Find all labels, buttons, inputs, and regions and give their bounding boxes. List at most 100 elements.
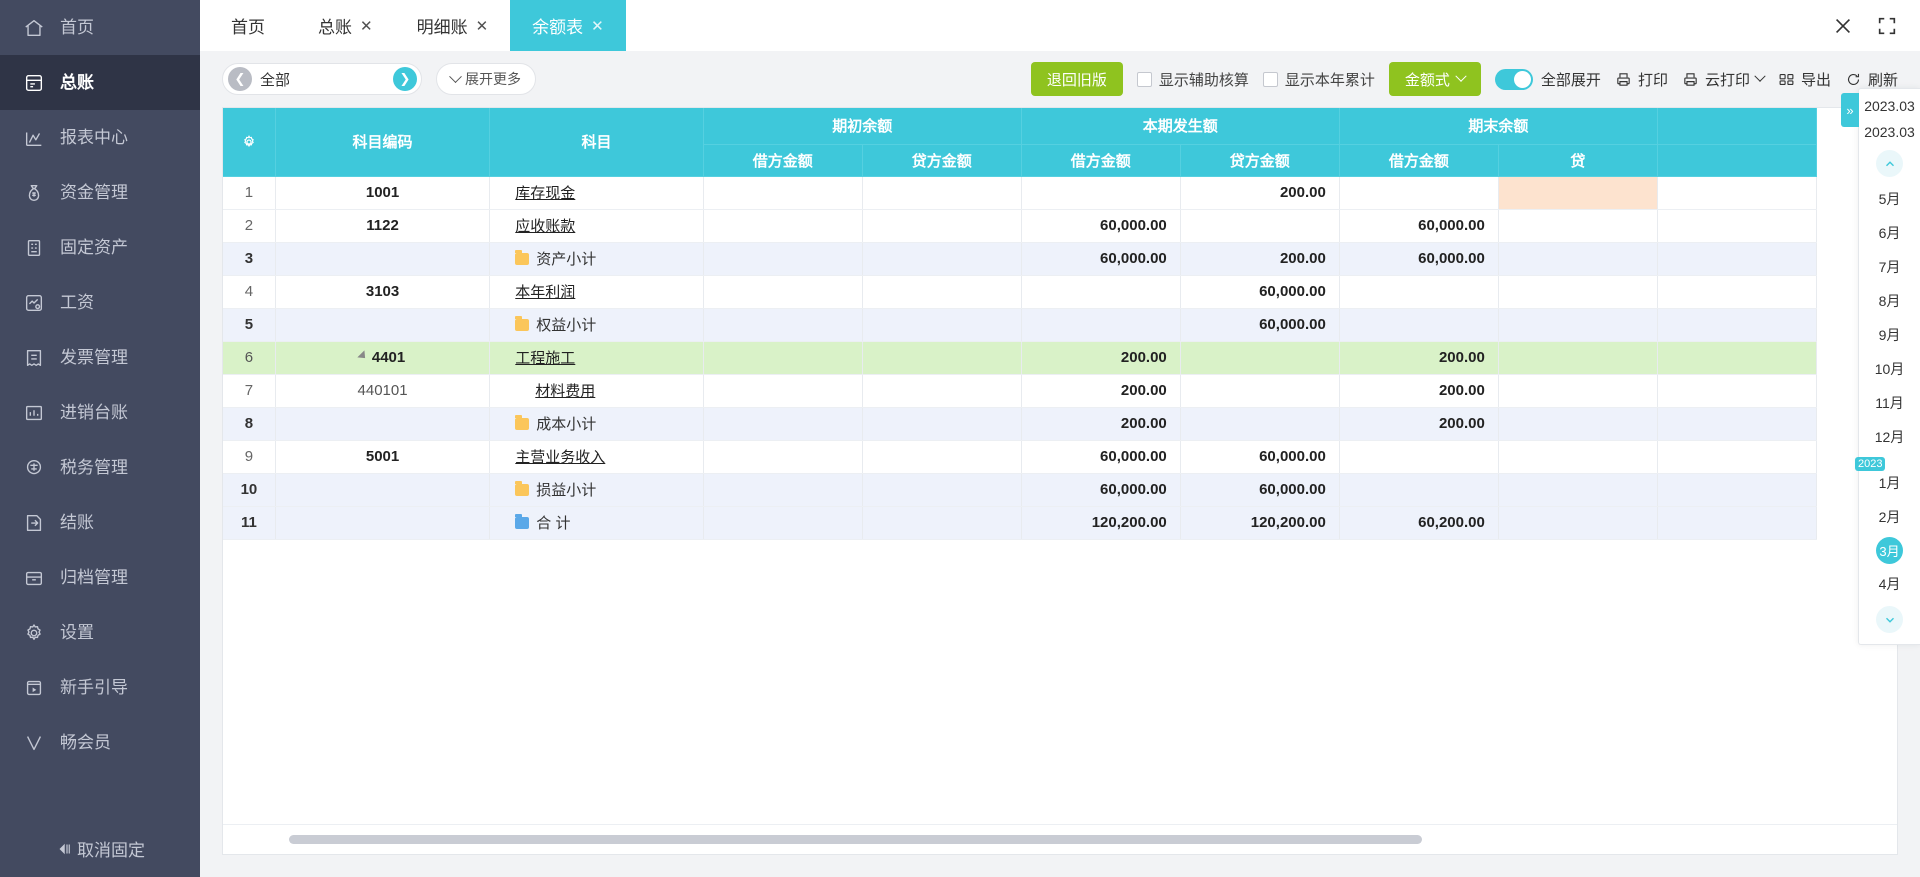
tab-2[interactable]: 明细账 ✕ [395,0,511,51]
month-item-5[interactable]: 10月 [1859,352,1920,386]
sidebar-item-6[interactable]: 发票管理 [0,330,200,385]
chevron-left-icon[interactable]: ❮ [228,67,252,91]
table-settings-icon[interactable] [223,108,276,177]
tab-close-icon[interactable]: ✕ [360,17,373,35]
sidebar-collapse-button[interactable]: 取消固定 [0,836,200,861]
col-header-code[interactable]: 科目编码 [275,108,491,177]
table-row[interactable]: 9 5001 主营业务收入 60,000.00 60,000.00 [223,440,1818,474]
row-subject-link[interactable]: 材料费用 [535,383,596,400]
month-item-0[interactable]: 5月 [1859,182,1920,216]
table-row[interactable]: 10 损益小计 60,000.00 60,000.00 [223,473,1818,507]
month-label: 12月 [1874,429,1905,445]
month-item-1[interactable]: 6月 [1859,216,1920,250]
sidebar-item-2[interactable]: 报表中心 [0,110,200,165]
col-header-overflow [1657,144,1818,177]
col-header-current-debit[interactable]: 借方金额 [1021,144,1181,177]
guide-video-icon [22,676,46,700]
tab-3[interactable]: 余额表 ✕ [510,0,626,51]
sidebar-item-12[interactable]: 新手引导 [0,660,200,715]
table-row[interactable]: 5 权益小计 60,000.00 [223,308,1818,342]
sidebar-item-10[interactable]: 归档管理 [0,550,200,605]
row-current-credit [1180,374,1340,408]
expand-more-button[interactable]: 展开更多 [436,63,536,95]
row-subject-link[interactable]: 工程施工 [515,350,576,367]
sidebar-item-4[interactable]: 固定资产 [0,220,200,275]
tab-close-icon[interactable]: ✕ [475,17,489,35]
sidebar-item-label: 新手引导 [60,678,128,697]
amount-mode-dropdown[interactable]: 金额式 [1388,62,1481,96]
col-header-ending-debit[interactable]: 借方金额 [1339,144,1499,177]
row-overflow [1657,341,1818,375]
table-row[interactable]: 6 4401 工程施工 200.00 200.00 [223,341,1818,375]
scroll-down-button[interactable] [1876,606,1903,633]
sidebar-item-5[interactable]: 工资 [0,275,200,330]
back-to-old-version-button[interactable]: 退回旧版 [1030,62,1123,96]
export-button[interactable]: 导出 [1778,69,1831,90]
chevron-right-icon[interactable]: ❯ [393,67,417,91]
sidebar-item-7[interactable]: 进销台账 [0,385,200,440]
row-ending-debit [1339,308,1499,342]
expand-all-toggle[interactable]: 全部展开 [1494,68,1601,90]
month-item-11[interactable]: 4月 [1859,567,1920,601]
tab-1[interactable]: 总账 ✕ [296,0,395,51]
table-row[interactable]: 7 440101 材料费用 200.00 200.00 [223,374,1818,408]
table-row[interactable]: 4 3103 本年利润 60,000.00 [223,275,1818,309]
month-item-6[interactable]: 11月 [1859,386,1920,420]
sidebar-item-8[interactable]: 税务管理 [0,440,200,495]
sidebar-item-label: 总账 [60,73,94,92]
table-row[interactable]: 8 成本小计 200.00 200.00 [223,407,1818,441]
chevron-double-right-icon[interactable]: » [1841,93,1859,127]
month-item-9[interactable]: 2月 [1859,500,1920,534]
table-row[interactable]: 3 资产小计 60,000.00 200.00 60,000.00 [223,242,1818,276]
row-subject-link[interactable]: 应收账款 [515,218,576,235]
col-header-opening-credit[interactable]: 贷方金额 [862,144,1022,177]
row-subject: 损益小计 [489,473,704,507]
row-index: 7 [223,374,276,408]
month-item-10[interactable]: 3月 [1876,537,1903,564]
month-item-7[interactable]: 12月 [1859,420,1920,454]
horizontal-scrollbar-thumb[interactable] [288,835,1422,844]
fullscreen-icon[interactable] [1876,15,1898,37]
toggle-switch[interactable] [1494,68,1533,90]
period-picker[interactable]: ❮ 全部 ❯ [222,63,422,95]
row-subject-link[interactable]: 主营业务收入 [515,449,606,466]
sidebar-item-0[interactable]: 首页 [0,0,200,55]
sidebar-item-13[interactable]: 畅会员 [0,715,200,770]
col-header-opening-debit[interactable]: 借方金额 [703,144,863,177]
month-item-2[interactable]: 7月 [1859,250,1920,284]
show-aux-accounting-label: 显示辅助核算 [1158,71,1249,89]
month-item-4[interactable]: 9月 [1859,318,1920,352]
row-subject-link[interactable]: 库存现金 [515,185,576,202]
show-ytd-checkbox[interactable]: 显示本年累计 [1262,69,1375,90]
row-current-credit [1180,209,1340,243]
chevron-down-icon [1885,617,1894,623]
scroll-up-button[interactable] [1876,150,1903,177]
show-aux-accounting-checkbox[interactable]: 显示辅助核算 [1136,69,1249,90]
expand-triangle-icon[interactable] [357,350,369,362]
row-opening-credit [862,374,1022,408]
sidebar-item-1[interactable]: 总账 [0,55,200,110]
cloud-print-button[interactable]: 云打印 [1682,69,1766,90]
row-current-debit: 200.00 [1021,341,1181,375]
month-item-3[interactable]: 8月 [1859,284,1920,318]
table-row[interactable]: 1 1001 库存现金 200.00 [223,176,1818,210]
col-header-subject[interactable]: 科目 [489,108,704,177]
refresh-button[interactable]: 刷新 [1845,69,1898,90]
sidebar-item-3[interactable]: 资金管理 [0,165,200,220]
row-opening-debit [703,275,863,309]
close-icon[interactable] [1832,15,1854,37]
sidebar-item-9[interactable]: 结账 [0,495,200,550]
month-item-8[interactable]: 2023 1月 [1855,457,1920,500]
tab-0[interactable]: 首页 [200,0,296,51]
tab-close-icon[interactable]: ✕ [591,17,604,35]
horizontal-scrollbar[interactable] [223,835,1897,849]
month-label: 10月 [1874,361,1905,377]
table-row[interactable]: 11 合 计 120,200.00 120,200.00 60,200.00 [223,506,1818,540]
table-row[interactable]: 2 1122 应收账款 60,000.00 60,000.00 [223,209,1818,243]
sidebar-item-11[interactable]: 设置 [0,605,200,660]
col-header-ending-credit-cut[interactable]: 贷 [1498,144,1658,177]
print-button[interactable]: 打印 [1615,69,1668,90]
tax-icon [22,456,46,480]
col-header-current-credit[interactable]: 贷方金额 [1180,144,1340,177]
row-subject-link[interactable]: 本年利润 [515,284,576,301]
